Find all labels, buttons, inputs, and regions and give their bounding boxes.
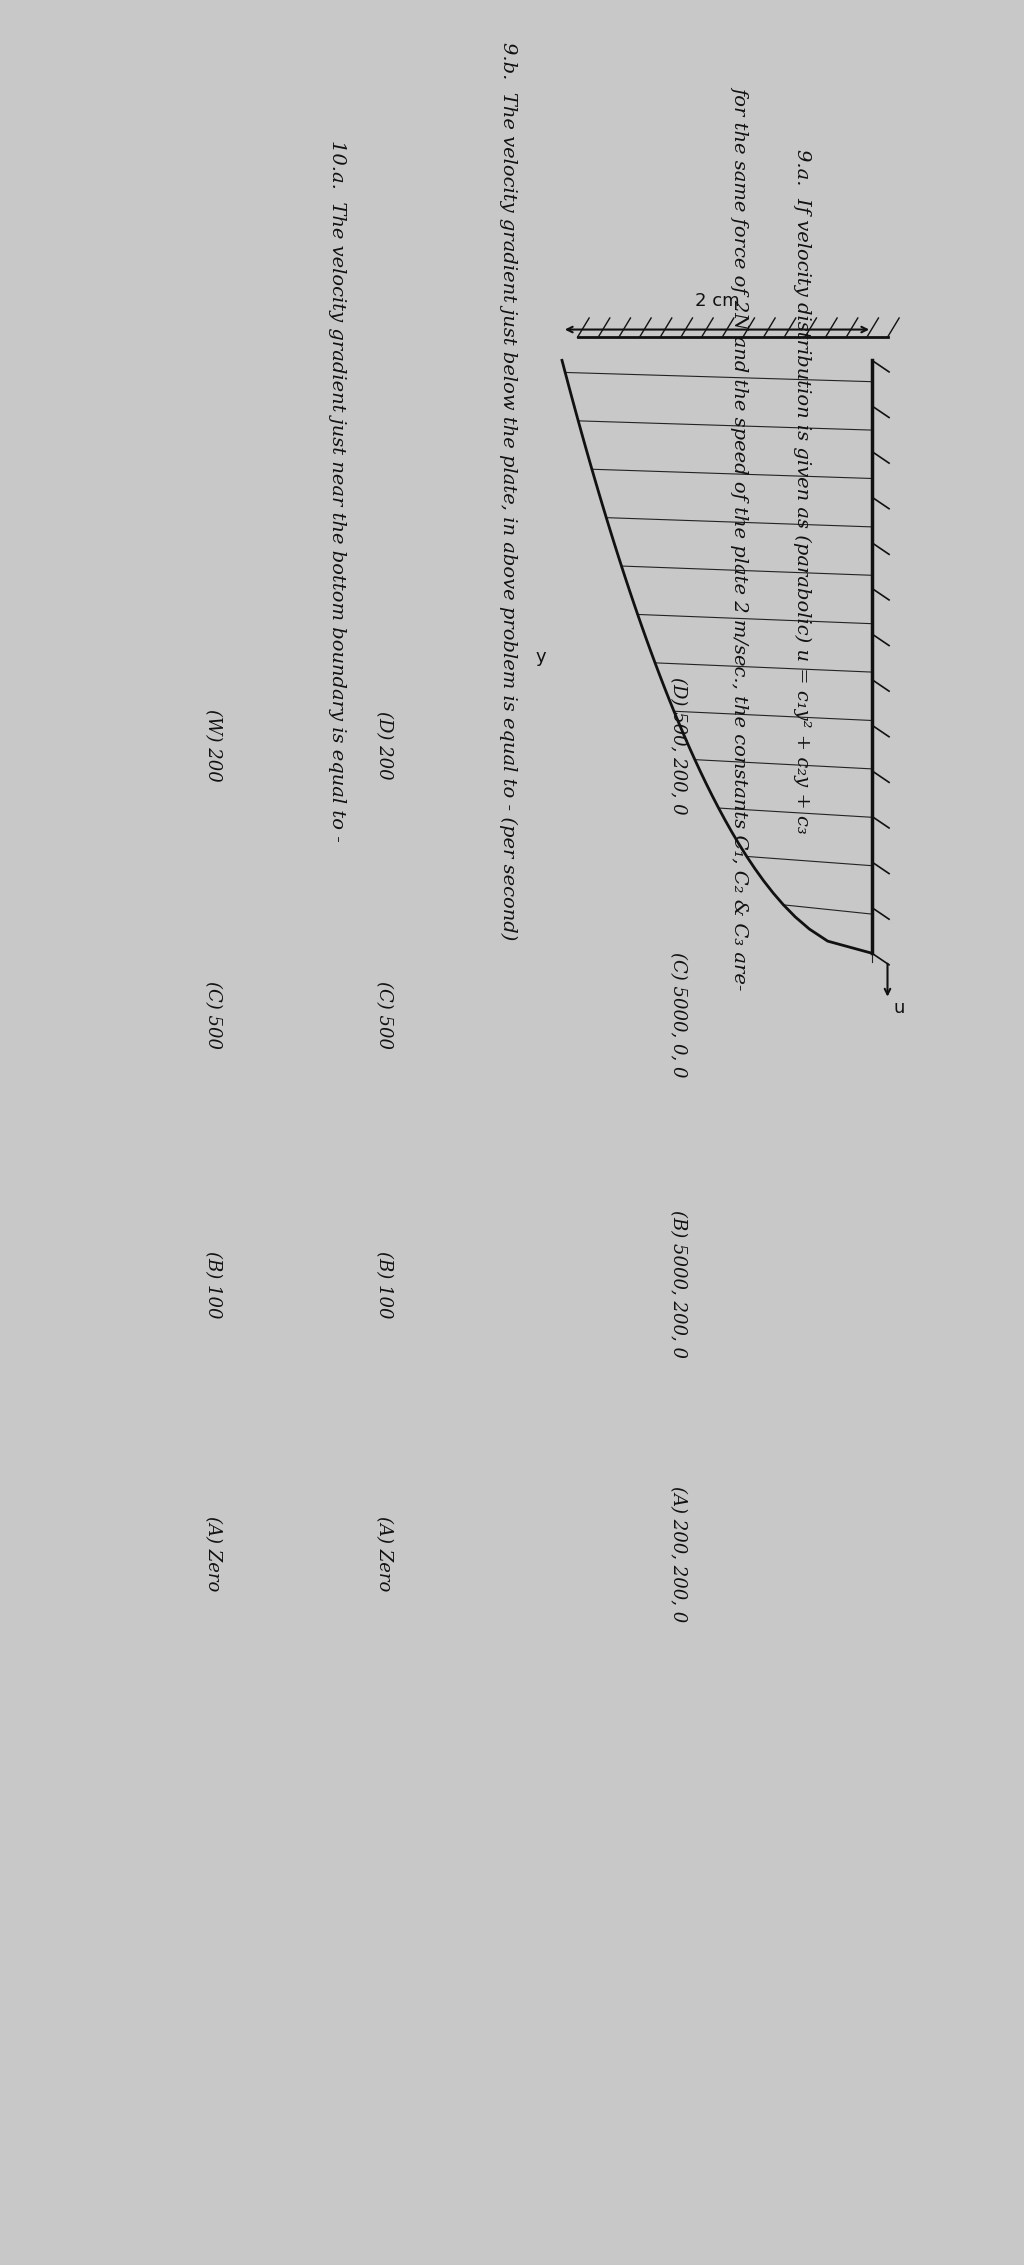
Text: (A) Zero: (A) Zero — [204, 1515, 222, 1592]
Text: (D) 500, 200, 0: (D) 500, 200, 0 — [670, 677, 687, 813]
Text: 9.b.  The velocity gradient just below the plate, in above problem is equal to -: 9.b. The velocity gradient just below th… — [499, 43, 517, 940]
Text: (A) 200, 200, 0: (A) 200, 200, 0 — [670, 1486, 687, 1622]
Text: u: u — [893, 999, 905, 1017]
Text: (B) 5000, 200, 0: (B) 5000, 200, 0 — [670, 1210, 687, 1359]
Text: (D) 200: (D) 200 — [375, 711, 393, 779]
Text: 2 cm: 2 cm — [694, 292, 739, 310]
Text: (B) 100: (B) 100 — [204, 1250, 222, 1318]
Text: (B) 100: (B) 100 — [375, 1250, 393, 1318]
Text: (C) 5000, 0, 0: (C) 5000, 0, 0 — [670, 951, 687, 1078]
Text: (C) 500: (C) 500 — [375, 981, 393, 1049]
Text: (W) 200: (W) 200 — [204, 709, 222, 781]
Text: 10.a.  The velocity gradient just near the bottom boundary is equal to -: 10.a. The velocity gradient just near th… — [329, 140, 346, 843]
Text: 9.a.  If velocity distribution is given as (parabolic) u = c₁y² + c₂y + c₃: 9.a. If velocity distribution is given a… — [794, 149, 811, 834]
Text: (C) 500: (C) 500 — [204, 981, 222, 1049]
Text: y: y — [536, 648, 547, 666]
Text: (A) Zero: (A) Zero — [375, 1515, 393, 1592]
Text: for the same force of 2N and the speed of the plate 2 m/sec., the constants C₁, : for the same force of 2N and the speed o… — [731, 86, 750, 990]
